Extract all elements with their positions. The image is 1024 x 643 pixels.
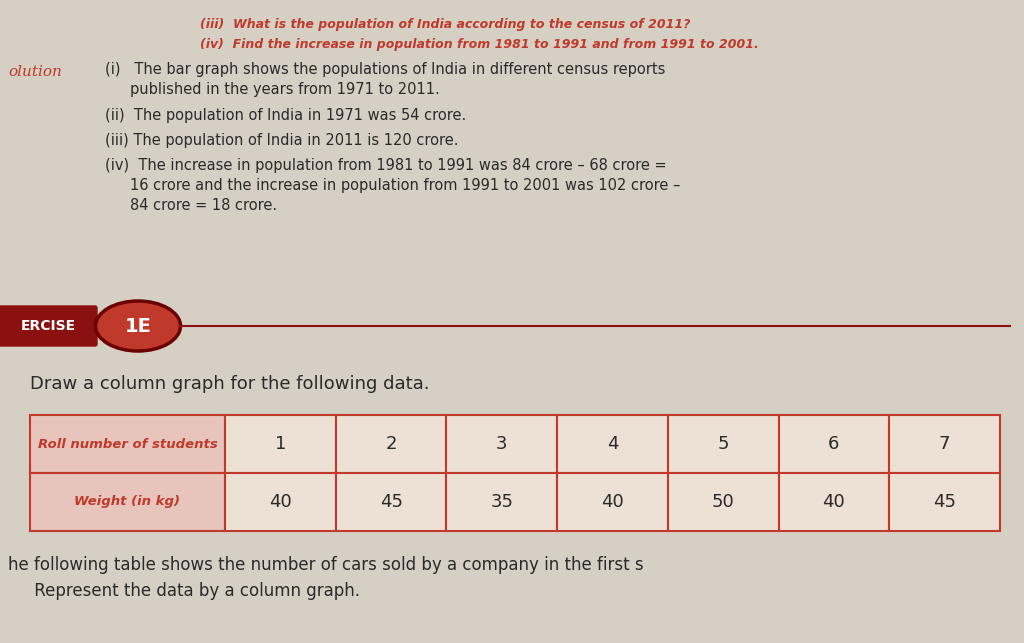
Text: (i)   The bar graph shows the populations of India in different census reports: (i) The bar graph shows the populations … [105, 62, 666, 77]
Bar [336, 415, 446, 473]
Text: 84 crore = 18 crore.: 84 crore = 18 crore. [130, 198, 278, 213]
Bar [778, 473, 889, 531]
Bar [668, 473, 778, 531]
Text: 1: 1 [274, 435, 286, 453]
Bar [336, 473, 446, 531]
Text: 45: 45 [380, 493, 402, 511]
Text: 6: 6 [828, 435, 840, 453]
Text: 16 crore and the increase in population from 1991 to 2001 was 102 crore –: 16 crore and the increase in population … [130, 178, 680, 193]
Text: 7: 7 [939, 435, 950, 453]
Bar [557, 473, 668, 531]
Text: 1E: 1E [125, 316, 152, 336]
Text: 3: 3 [496, 435, 508, 453]
Text: (iii) The population of India in 2011 is 120 crore.: (iii) The population of India in 2011 is… [105, 133, 459, 148]
Text: Roll number of students: Roll number of students [38, 437, 217, 451]
Bar [557, 415, 668, 473]
Text: (ii)  The population of India in 1971 was 54 crore.: (ii) The population of India in 1971 was… [105, 108, 466, 123]
Text: 4: 4 [607, 435, 618, 453]
Text: published in the years from 1971 to 2011.: published in the years from 1971 to 2011… [130, 82, 439, 97]
Bar [225, 415, 336, 473]
Text: Represent the data by a column graph.: Represent the data by a column graph. [8, 582, 360, 600]
Bar [30, 473, 225, 531]
Text: ERCISE: ERCISE [20, 319, 76, 333]
Text: 40: 40 [269, 493, 292, 511]
Text: he following table shows the number of cars sold by a company in the first s: he following table shows the number of c… [8, 556, 644, 574]
Text: 40: 40 [601, 493, 624, 511]
Text: 40: 40 [822, 493, 845, 511]
Text: Draw a column graph for the following data.: Draw a column graph for the following da… [30, 375, 429, 393]
Text: (iv)  Find the increase in population from 1981 to 1991 and from 1991 to 2001.: (iv) Find the increase in population fro… [200, 38, 759, 51]
Bar [225, 473, 336, 531]
Text: 45: 45 [933, 493, 956, 511]
Bar [889, 473, 1000, 531]
Text: Weight (in kg): Weight (in kg) [75, 496, 180, 509]
Text: 2: 2 [385, 435, 397, 453]
Bar [889, 415, 1000, 473]
Text: 35: 35 [490, 493, 513, 511]
Bar [446, 415, 557, 473]
Bar [778, 415, 889, 473]
Text: (iv)  The increase in population from 1981 to 1991 was 84 crore – 68 crore =: (iv) The increase in population from 198… [105, 158, 667, 173]
Text: 5: 5 [718, 435, 729, 453]
Text: (iii)  What is the population of India according to the census of 2011?: (iii) What is the population of India ac… [200, 18, 690, 31]
Text: 50: 50 [712, 493, 734, 511]
Bar [446, 473, 557, 531]
Bar [30, 415, 225, 473]
Bar [668, 415, 778, 473]
Ellipse shape [95, 301, 180, 351]
Text: olution: olution [8, 65, 61, 79]
FancyBboxPatch shape [0, 306, 97, 346]
